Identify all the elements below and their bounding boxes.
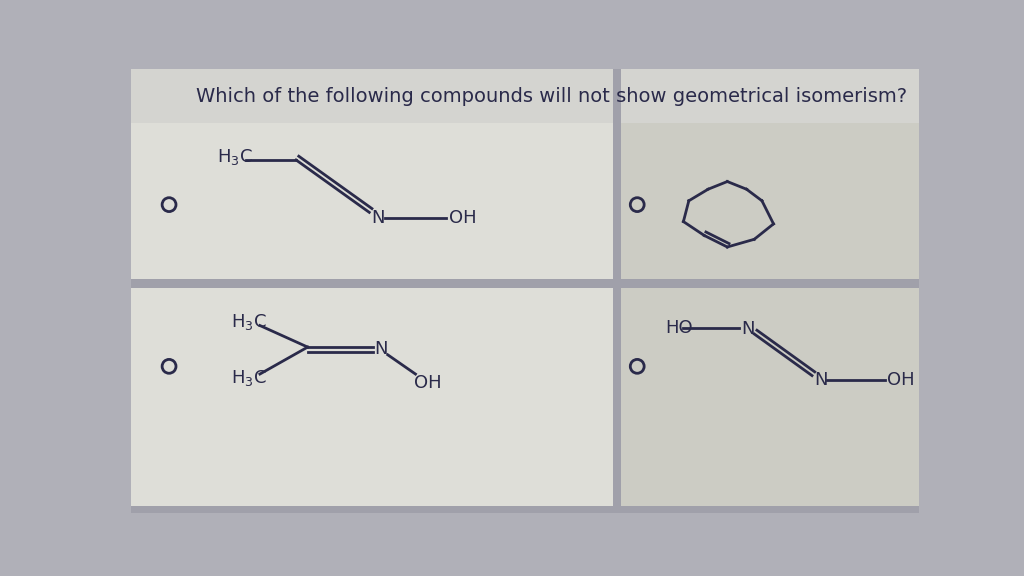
Text: N: N	[741, 320, 755, 338]
Bar	[131, 288, 613, 506]
Text: OH: OH	[888, 371, 915, 389]
Text: H$_3$C: H$_3$C	[217, 147, 253, 167]
Bar	[621, 123, 920, 279]
Bar	[613, 63, 621, 506]
Text: HO: HO	[666, 319, 693, 337]
Text: OH: OH	[414, 374, 441, 392]
Text: H$_3$C: H$_3$C	[230, 368, 266, 388]
Text: N: N	[814, 371, 827, 389]
Text: OH: OH	[449, 209, 476, 227]
Bar	[131, 123, 613, 279]
Bar	[131, 506, 920, 513]
Bar	[621, 288, 920, 506]
Text: H$_3$C: H$_3$C	[230, 312, 266, 332]
Bar	[131, 279, 920, 288]
Text: Which of the following compounds will not show geometrical isomerism?: Which of the following compounds will no…	[196, 86, 907, 105]
Text: N: N	[375, 340, 388, 358]
Text: N: N	[372, 209, 385, 227]
Bar	[131, 69, 920, 123]
